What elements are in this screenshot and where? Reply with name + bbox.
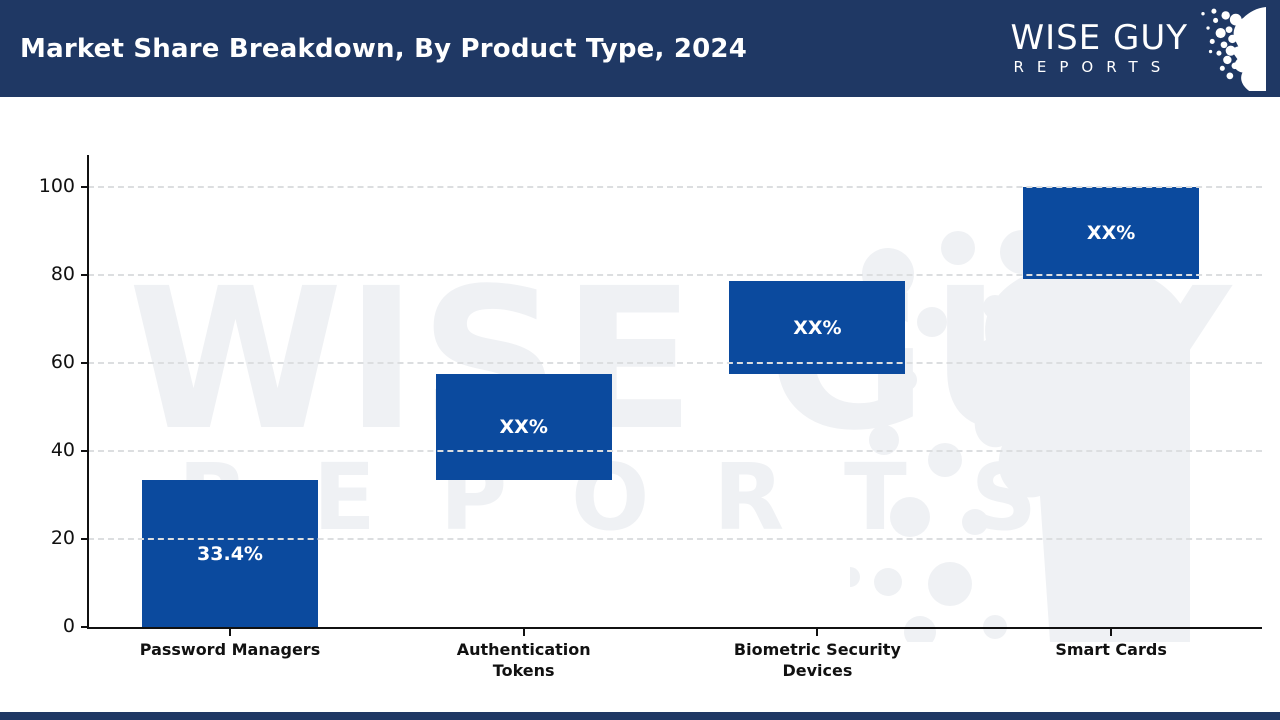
header: Market Share Breakdown, By Product Type,… bbox=[0, 0, 1280, 97]
y-axis-line bbox=[87, 155, 89, 629]
footer-strip bbox=[0, 712, 1280, 720]
y-tick-label: 80 bbox=[50, 263, 75, 285]
logo-subtext: REPORTS bbox=[1013, 58, 1174, 76]
y-tick-mark bbox=[81, 186, 88, 188]
gridline bbox=[88, 538, 1262, 540]
bar bbox=[1023, 187, 1200, 280]
bar-value-label: XX% bbox=[1086, 222, 1136, 245]
logo-wordmark: WISE GUY bbox=[1010, 18, 1188, 58]
y-tick-mark bbox=[81, 274, 88, 276]
x-category-label: Biometric Security Devices bbox=[733, 640, 901, 680]
bar-value-label: XX% bbox=[793, 316, 842, 339]
x-category-label: Password Managers bbox=[139, 640, 321, 659]
y-tick-label: 40 bbox=[50, 439, 75, 461]
y-tick-mark bbox=[81, 450, 88, 452]
x-tick-mark bbox=[229, 629, 231, 636]
y-tick-label: 100 bbox=[38, 175, 75, 197]
bar bbox=[729, 280, 906, 375]
logo-text: WISE GUY REPORTS bbox=[1010, 21, 1188, 76]
y-tick-mark bbox=[81, 362, 88, 364]
x-axis-line bbox=[87, 627, 1262, 629]
bar-value-label: XX% bbox=[499, 416, 548, 439]
gridline bbox=[88, 450, 1262, 452]
bar bbox=[142, 480, 318, 627]
gridline bbox=[88, 186, 1262, 188]
bar-value-label: 33.4% bbox=[197, 542, 263, 565]
y-tick-label: 0 bbox=[62, 615, 75, 637]
logo-head-icon bbox=[1201, 6, 1266, 91]
y-tick-label: 60 bbox=[50, 351, 75, 373]
x-tick-mark bbox=[522, 629, 525, 636]
x-category-label: Smart Cards bbox=[1055, 640, 1167, 659]
x-tick-mark bbox=[816, 629, 819, 636]
gridline bbox=[88, 362, 1262, 364]
y-tick-mark bbox=[81, 626, 88, 628]
y-tick-mark bbox=[81, 538, 88, 540]
chart-title: Market Share Breakdown, By Product Type,… bbox=[20, 33, 747, 64]
bar bbox=[435, 374, 612, 481]
x-tick-mark bbox=[1110, 629, 1113, 636]
x-category-label: Authentication Tokens bbox=[456, 640, 591, 680]
logo: WISE GUY REPORTS bbox=[1010, 5, 1266, 93]
y-tick-label: 20 bbox=[50, 527, 75, 549]
gridline bbox=[88, 274, 1262, 276]
